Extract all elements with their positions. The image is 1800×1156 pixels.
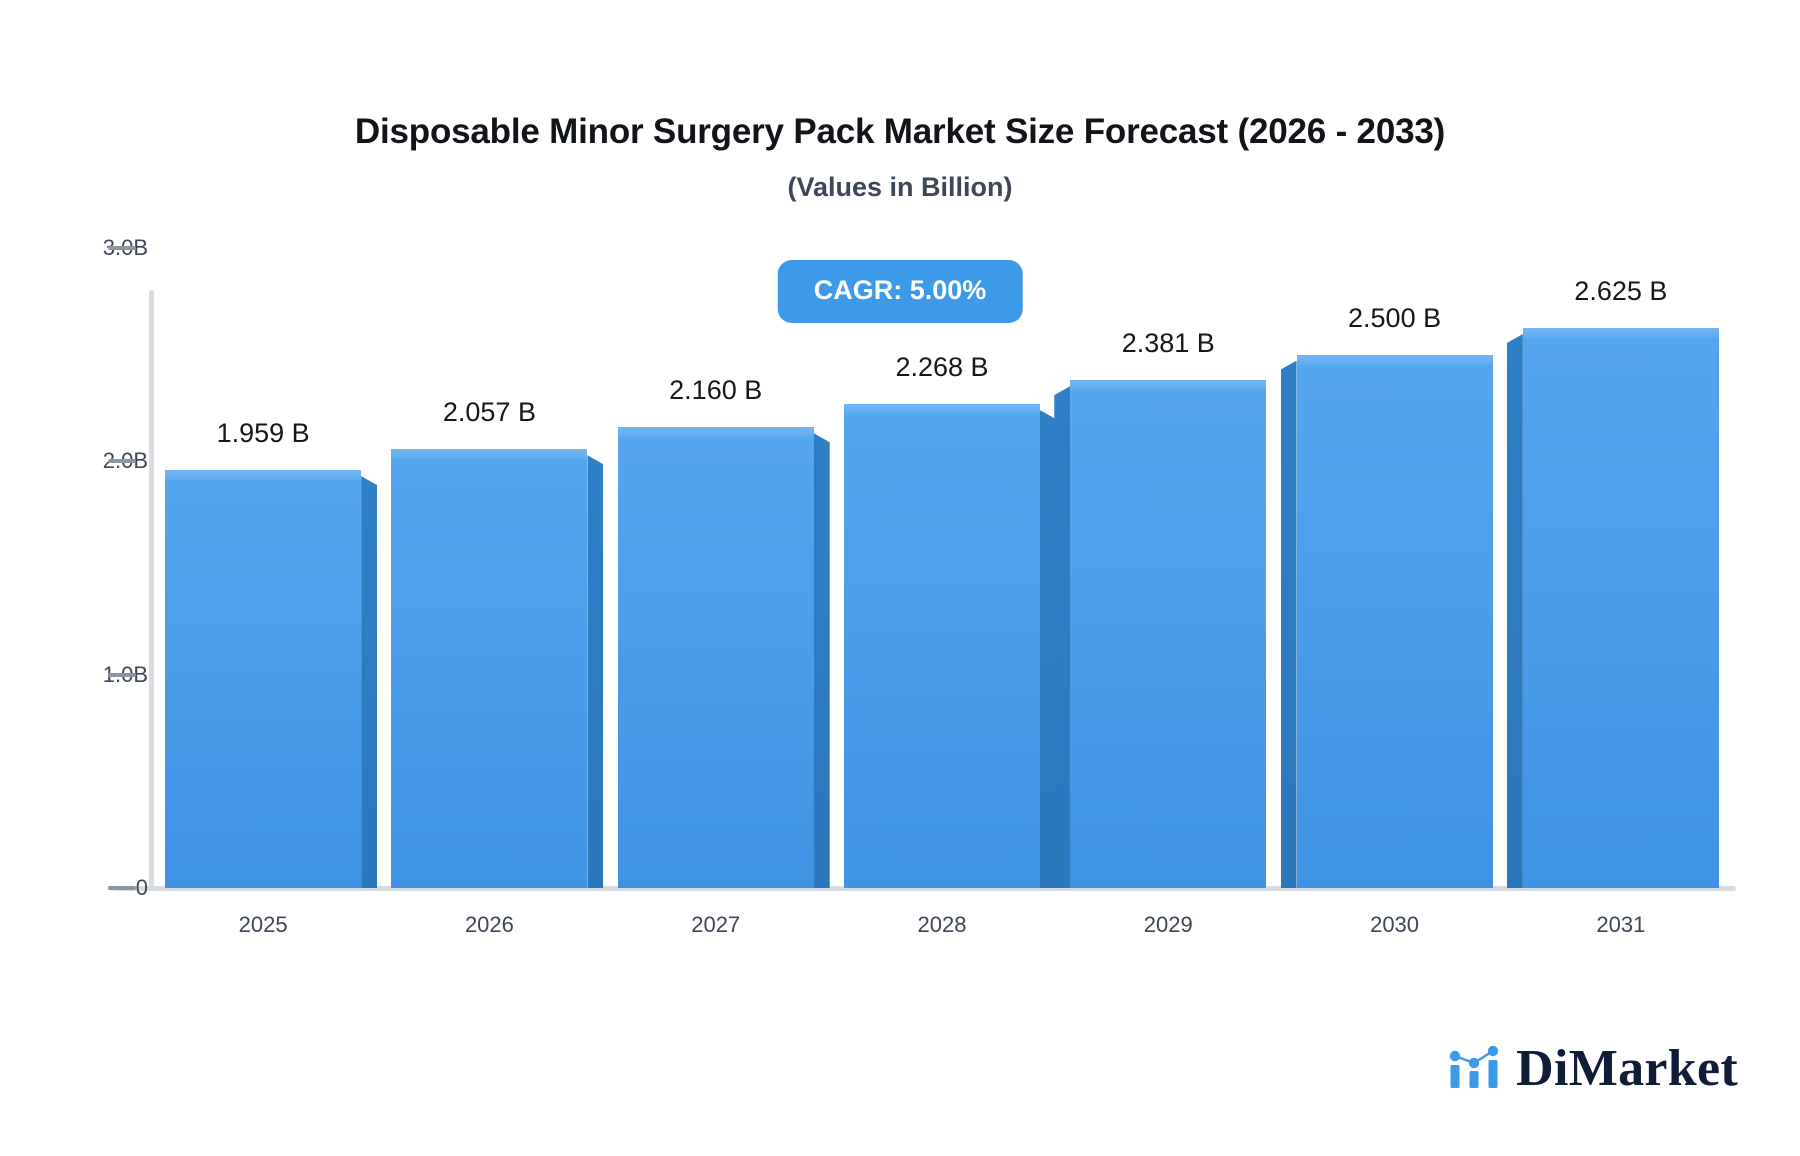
y-axis-line bbox=[149, 290, 154, 890]
bar[interactable] bbox=[165, 470, 378, 888]
y-axis-tick-label: 0 bbox=[135, 875, 148, 900]
bar[interactable] bbox=[391, 449, 604, 888]
x-axis-label: 2030 bbox=[1370, 912, 1420, 937]
chart-title: Disposable Minor Surgery Pack Market Siz… bbox=[354, 112, 1446, 151]
logo-text: DiMarket bbox=[1516, 1039, 1738, 1097]
bar-side-face bbox=[1506, 334, 1523, 888]
bar-front-face bbox=[844, 404, 1040, 888]
bar[interactable] bbox=[1506, 328, 1719, 888]
bar-top-face bbox=[617, 427, 814, 438]
bar-value-label: 1.959 B bbox=[216, 418, 310, 449]
bar-front-face bbox=[165, 470, 362, 888]
bar-front-face bbox=[1296, 354, 1493, 888]
bar-value-label: 2.057 B bbox=[442, 397, 536, 428]
bar-front-face bbox=[617, 427, 814, 888]
x-axis-label: 2029 bbox=[1143, 912, 1193, 937]
bar-front-face bbox=[391, 449, 588, 888]
x-axis-line bbox=[112, 886, 1736, 891]
bar-side-face bbox=[361, 476, 378, 888]
bar-value-label: 2.381 B bbox=[1121, 328, 1215, 359]
bar-top-face bbox=[1522, 328, 1719, 338]
y-axis-tick-mark bbox=[108, 886, 136, 890]
bar-top-face bbox=[391, 449, 588, 460]
bar[interactable] bbox=[1280, 354, 1493, 888]
bar-side-face bbox=[1280, 360, 1297, 888]
y-axis-tick-mark bbox=[108, 672, 136, 677]
bar-side-face bbox=[587, 455, 604, 888]
x-axis-label: 2027 bbox=[691, 912, 741, 937]
y-axis-tick-mark bbox=[108, 246, 136, 250]
bar-top-face bbox=[165, 470, 362, 481]
cagr-badge: CAGR: 5.00% bbox=[777, 260, 1023, 323]
chart-subtitle: (Values in Billion) bbox=[787, 172, 1013, 202]
bar-side-face bbox=[813, 433, 830, 888]
bar[interactable] bbox=[1054, 380, 1267, 888]
bar-side-face bbox=[1040, 410, 1056, 888]
y-axis-tick-mark bbox=[108, 459, 136, 464]
brand-logo: DiMarket bbox=[1448, 1042, 1738, 1095]
x-axis-label: 2025 bbox=[238, 912, 288, 937]
bar-top-face bbox=[1070, 380, 1267, 391]
bar-value-label: 2.500 B bbox=[1348, 302, 1442, 333]
bar-side-face bbox=[1054, 386, 1071, 888]
bar[interactable] bbox=[844, 404, 1056, 888]
bar-value-label: 2.268 B bbox=[895, 352, 989, 383]
bar-front-face bbox=[1070, 380, 1267, 888]
bar-top-face bbox=[844, 404, 1040, 415]
x-axis-label: 2028 bbox=[917, 912, 967, 937]
bar-front-face bbox=[1522, 328, 1719, 888]
bar-chart-icon bbox=[1448, 1042, 1502, 1095]
bar[interactable] bbox=[617, 427, 830, 888]
bar-value-label: 2.625 B bbox=[1574, 276, 1668, 306]
bar-top-face bbox=[1296, 354, 1493, 365]
bar-value-label: 2.160 B bbox=[669, 375, 763, 406]
x-axis-label: 2031 bbox=[1596, 912, 1646, 937]
x-axis-label: 2026 bbox=[464, 912, 514, 937]
